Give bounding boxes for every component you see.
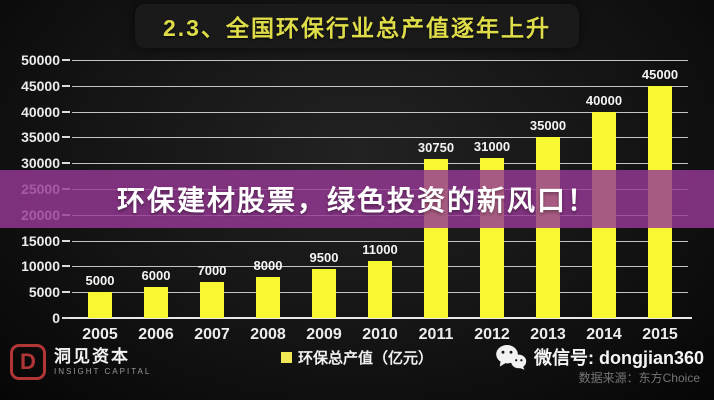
y-axis-tick (62, 162, 70, 165)
chart-legend: 环保总产值（亿元） (0, 347, 714, 368)
legend-label: 环保总产值（亿元） (297, 350, 433, 367)
y-tick-label: 50000 (21, 52, 60, 68)
x-tick-label: 2009 (306, 326, 342, 343)
bar-value-label: 40000 (585, 92, 623, 108)
y-axis-tick (62, 291, 70, 294)
gridline (72, 111, 688, 113)
x-tick-label: 2014 (586, 326, 622, 343)
bar-value-label: 30750 (417, 140, 455, 156)
gridline (72, 60, 688, 61)
y-tick-label: 15000 (21, 232, 60, 249)
x-tick-label: 2011 (418, 326, 454, 343)
logo-text-block: 洞见资本 INSIGHT CAPITAL (54, 347, 151, 377)
overlay-banner-text: 环保建材股票，绿色投资的新风口！ (116, 185, 597, 216)
y-axis-tick (62, 59, 70, 61)
y-axis-tick (62, 265, 70, 268)
x-tick-label: 2013 (530, 326, 566, 343)
y-tick-label: 40000 (21, 103, 60, 120)
logo-name-en: INSIGHT CAPITAL (54, 367, 152, 376)
x-axis-line (68, 317, 692, 319)
x-tick-label: 2015 (642, 326, 678, 343)
bar-value-label: 35000 (529, 118, 567, 134)
page-title: 2.3、全国环保行业总产值逐年上升 (163, 15, 551, 41)
x-tick-label: 2010 (362, 326, 398, 343)
data-source-watermark: 数据来源：东方Choice (578, 371, 700, 385)
y-axis-tick (62, 84, 70, 87)
overlay-banner: 环保建材股票，绿色投资的新风口！ (0, 170, 714, 228)
y-axis-tick (62, 317, 70, 319)
brand-logo: D 洞见资本 INSIGHT CAPITAL (10, 344, 151, 380)
bar-value-label: 5000 (85, 273, 115, 289)
x-tick-label: 2007 (194, 326, 230, 343)
bar-2007 (200, 281, 224, 318)
logo-letter: D (20, 349, 36, 374)
y-tick-label: 30000 (21, 155, 60, 172)
bar-value-label: 31000 (473, 139, 511, 155)
gridline (72, 163, 688, 165)
insight-capital-logo-icon: D (10, 344, 46, 380)
title-area: 2.3、全国环保行业总产值逐年上升 (0, 4, 714, 48)
wechat-icon (496, 345, 527, 370)
bar-value-label: 9500 (309, 249, 339, 265)
y-tick-label: 5000 (28, 284, 60, 301)
bar-2008 (256, 276, 280, 318)
x-tick-label: 2012 (474, 326, 510, 343)
y-axis-tick (62, 110, 70, 113)
bar-value-label: 45000 (641, 66, 679, 82)
y-axis-tick (62, 239, 70, 242)
gridline (72, 85, 688, 87)
y-tick-label: 0 (52, 310, 60, 326)
y-tick-label: 10000 (21, 258, 60, 275)
gridline (72, 137, 688, 139)
x-tick-label: 2005 (82, 326, 118, 343)
bar-2006 (144, 287, 168, 318)
wechat-contact: 微信号: dongjian360 (495, 344, 704, 370)
bar-value-label: 7000 (197, 262, 227, 278)
wechat-id-label: 微信号: dongjian360 (533, 348, 704, 368)
bar-2010 (368, 261, 392, 318)
logo-name-cn: 洞见资本 (54, 347, 130, 366)
bar-value-label: 6000 (141, 268, 171, 284)
y-tick-label: 35000 (21, 129, 60, 146)
x-tick-label: 2008 (250, 326, 286, 343)
gridline (72, 240, 688, 242)
bar-value-label: 11000 (362, 242, 398, 258)
y-axis-tick (62, 136, 70, 139)
y-tick-label: 45000 (21, 77, 60, 94)
bar-value-label: 8000 (253, 257, 283, 273)
legend-swatch (280, 352, 292, 363)
slide-title-bar: 2.3、全国环保行业总产值逐年上升 (135, 4, 579, 48)
x-tick-label: 2006 (138, 326, 174, 343)
bar-2005 (88, 292, 112, 318)
bar-2009 (312, 268, 336, 318)
